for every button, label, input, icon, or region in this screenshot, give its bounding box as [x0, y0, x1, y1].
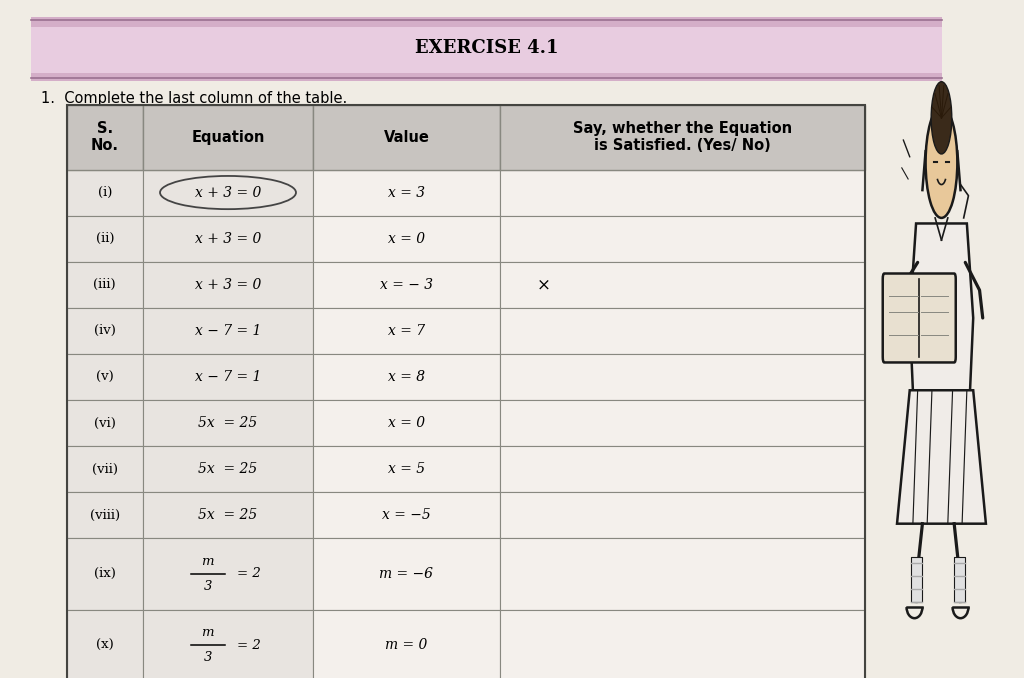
Bar: [143, 170, 313, 216]
Bar: [67, 446, 143, 492]
Bar: [313, 170, 500, 216]
Text: Equation: Equation: [191, 129, 264, 145]
Text: x = 3: x = 3: [388, 186, 425, 199]
Bar: [67, 610, 143, 678]
Bar: [500, 262, 865, 308]
Bar: [500, 492, 865, 538]
Text: x = −5: x = −5: [382, 508, 431, 522]
Bar: [500, 105, 865, 170]
Text: 1.  Complete the last column of the table.: 1. Complete the last column of the table…: [41, 91, 347, 106]
Bar: [500, 400, 865, 446]
Text: x + 3 = 0: x + 3 = 0: [195, 278, 261, 292]
Text: 3: 3: [204, 652, 212, 664]
Circle shape: [926, 106, 957, 218]
Bar: [313, 105, 500, 170]
Bar: [500, 538, 865, 610]
Bar: [143, 216, 313, 262]
Text: 5x  = 25: 5x = 25: [199, 416, 258, 430]
Bar: [143, 538, 313, 610]
Text: S.
No.: S. No.: [91, 121, 119, 153]
Text: m = 0: m = 0: [385, 638, 428, 652]
Text: Value: Value: [384, 129, 429, 145]
Polygon shape: [909, 224, 973, 391]
Bar: [67, 354, 143, 400]
Text: m: m: [202, 626, 214, 639]
Text: 5x  = 25: 5x = 25: [199, 462, 258, 476]
Bar: [67, 216, 143, 262]
Bar: [143, 446, 313, 492]
Text: (iii): (iii): [93, 278, 116, 292]
Bar: [313, 216, 500, 262]
Text: m = −6: m = −6: [380, 567, 433, 581]
Text: (viii): (viii): [90, 508, 120, 522]
Bar: [67, 308, 143, 354]
Text: 3: 3: [204, 580, 212, 593]
Bar: [313, 308, 500, 354]
Bar: [313, 610, 500, 678]
Bar: [67, 262, 143, 308]
Bar: [143, 492, 313, 538]
Bar: [143, 308, 313, 354]
Text: x + 3 = 0: x + 3 = 0: [195, 232, 261, 245]
Bar: [143, 400, 313, 446]
Text: = 2: = 2: [237, 639, 260, 652]
Bar: [313, 354, 500, 400]
Text: (vii): (vii): [92, 462, 118, 476]
Text: x − 7 = 1: x − 7 = 1: [195, 324, 261, 338]
Bar: [313, 538, 500, 610]
Text: x + 3 = 0: x + 3 = 0: [195, 186, 261, 199]
Bar: [313, 446, 500, 492]
Bar: [500, 446, 865, 492]
Text: (x): (x): [96, 639, 114, 652]
Bar: [313, 262, 500, 308]
FancyBboxPatch shape: [883, 273, 955, 363]
Text: (iv): (iv): [94, 324, 116, 338]
Text: (vi): (vi): [94, 416, 116, 430]
Bar: [143, 610, 313, 678]
Text: E​XERCISE 4.1: E​XERCISE 4.1: [415, 39, 558, 57]
Text: 5x  = 25: 5x = 25: [199, 508, 258, 522]
Text: x = 8: x = 8: [388, 370, 425, 384]
Bar: [143, 105, 313, 170]
Text: x = 0: x = 0: [388, 416, 425, 430]
Bar: [500, 170, 865, 216]
Polygon shape: [897, 391, 986, 523]
Text: (v): (v): [96, 370, 114, 384]
Text: = 2: = 2: [237, 567, 260, 580]
Text: (ix): (ix): [94, 567, 116, 580]
Bar: [500, 354, 865, 400]
Bar: [143, 354, 313, 400]
Bar: [67, 105, 143, 170]
Text: x = − 3: x = − 3: [380, 278, 433, 292]
Bar: [143, 262, 313, 308]
Text: Say, whether the Equation
is Satisfied. (Yes/ No): Say, whether the Equation is Satisfied. …: [573, 121, 793, 153]
Bar: [67, 492, 143, 538]
Text: x = 5: x = 5: [388, 462, 425, 476]
Bar: [313, 492, 500, 538]
Text: x − 7 = 1: x − 7 = 1: [195, 370, 261, 384]
Bar: [67, 538, 143, 610]
Text: ×: ×: [537, 276, 551, 294]
Bar: [31, 27, 942, 73]
Text: (ii): (ii): [95, 232, 114, 245]
Text: x = 0: x = 0: [388, 232, 425, 245]
Bar: [67, 400, 143, 446]
Bar: [31, 17, 942, 81]
Text: m: m: [202, 555, 214, 567]
Bar: [500, 216, 865, 262]
Text: (i): (i): [97, 186, 112, 199]
Bar: [313, 400, 500, 446]
Text: x = 7: x = 7: [388, 324, 425, 338]
Bar: [67, 105, 865, 678]
Circle shape: [931, 82, 951, 154]
Bar: [67, 170, 143, 216]
Bar: [500, 308, 865, 354]
Bar: [500, 610, 865, 678]
